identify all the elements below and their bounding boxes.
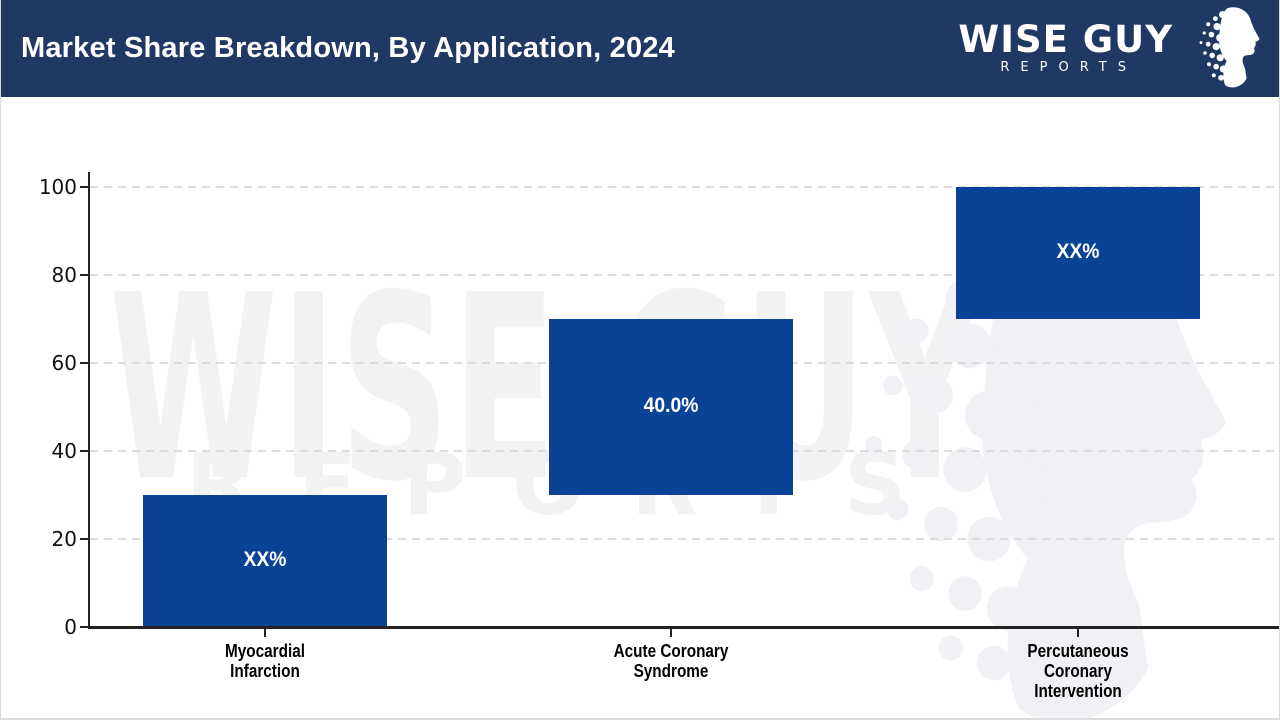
chart-title: Market Share Breakdown, By Application, …	[21, 32, 675, 64]
y-tick-mark-60	[80, 362, 88, 364]
x-axis-line	[88, 626, 1279, 629]
gridline-80	[90, 274, 1279, 276]
x-category-label: Acute Coronary Syndrome	[613, 641, 729, 681]
y-tick-label: 100	[38, 175, 77, 199]
y-tick-mark-40	[80, 450, 88, 452]
x-tick-mark	[670, 629, 672, 637]
logo-reports-label: REPORTS	[1000, 60, 1137, 75]
y-tick-label: 20	[51, 527, 77, 551]
x-category-label: Myocardial Infarction	[225, 641, 305, 681]
y-tick-label: 80	[51, 263, 77, 287]
bar-value-label: XX%	[243, 548, 287, 571]
watermark-wiseguy-text: WISE GUY	[109, 241, 983, 538]
logo-text: WISE GUY REPORTS	[958, 18, 1173, 75]
x-tick-mark	[1077, 629, 1079, 637]
wise-guy-reports-logo: WISE GUY REPORTS	[958, 0, 1267, 97]
y-tick-label: 60	[51, 351, 77, 375]
y-tick-label: 40	[51, 439, 77, 463]
logo-face-icon	[1199, 6, 1260, 87]
y-tick-mark-20	[80, 538, 88, 540]
y-tick-mark-80	[80, 274, 88, 276]
bar-value-label: 40.0%	[643, 394, 699, 417]
watermark-face-logo	[864, 225, 1226, 718]
bar-value-label: XX%	[1056, 240, 1100, 263]
bar-segment	[143, 495, 387, 627]
gridline-100	[90, 186, 1279, 188]
y-axis-line	[88, 172, 90, 628]
x-category-label: Percutaneous Coronary Intervention	[1027, 641, 1129, 701]
bar-segment	[549, 319, 793, 495]
y-tick-mark-100	[80, 186, 88, 188]
gridline-20	[90, 538, 1279, 540]
header-bar: Market Share Breakdown, By Application, …	[1, 0, 1279, 97]
y-tick-mark-0	[80, 626, 88, 628]
y-tick-label: 0	[64, 615, 77, 639]
x-tick-mark	[264, 629, 266, 637]
bar-segment	[956, 187, 1200, 319]
logo-wiseguy-label: WISE GUY	[958, 18, 1173, 61]
